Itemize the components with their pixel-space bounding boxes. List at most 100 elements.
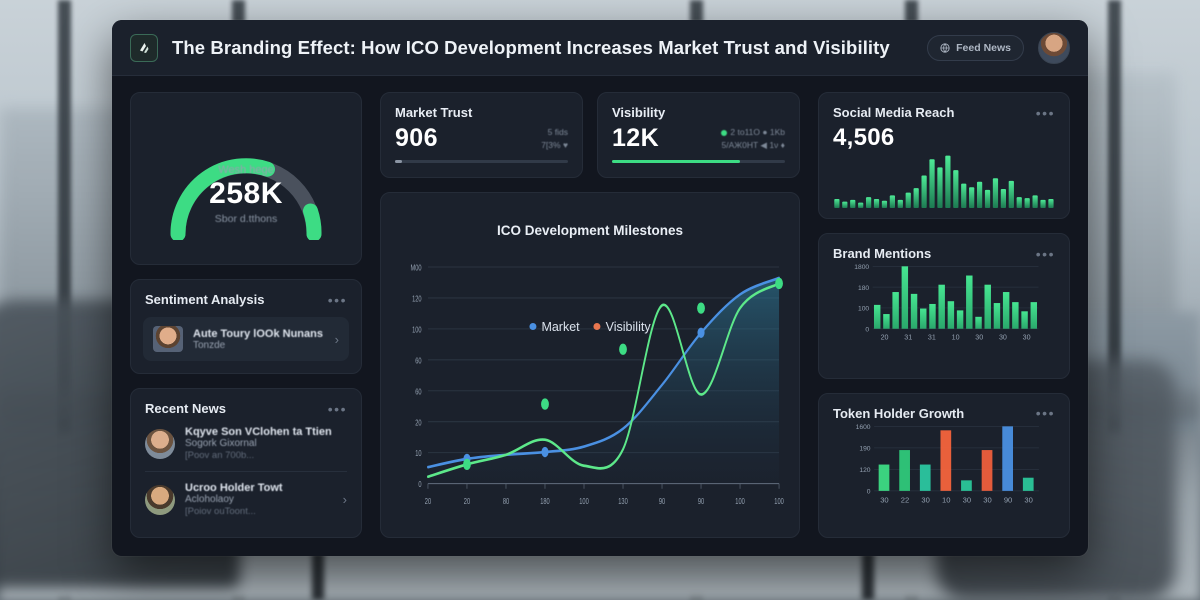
kpi-card-market-trust: Market Trust 906 5 fids 7[3% ♥ [380, 92, 583, 178]
svg-text:60: 60 [415, 387, 421, 396]
svg-text:0: 0 [865, 326, 869, 333]
news-title: Recent News [145, 401, 226, 416]
feed-news-label: Feed News [956, 41, 1011, 54]
list-item-subtitle: Tonzde [193, 339, 226, 351]
svg-text:90: 90 [1004, 495, 1012, 504]
list-item-title: Ucroo Holder Towt [185, 482, 283, 494]
brand-logo-icon [130, 33, 158, 62]
svg-text:0: 0 [867, 488, 871, 495]
svg-text:120: 120 [412, 295, 422, 304]
news-menu-icon[interactable]: ••• [327, 400, 347, 417]
social-sparkline[interactable] [833, 152, 1055, 208]
legend-item-market[interactable]: Market [529, 320, 580, 334]
chevron-right-icon[interactable]: › [334, 331, 339, 347]
kpi-meta-top: 5 fids [547, 127, 568, 138]
page-title: The Branding Effect: How ICO Development… [172, 36, 890, 58]
gauge-label: Wesh hege [218, 163, 274, 176]
avatar [153, 326, 183, 352]
token-holder-growth-card: Token Holder Growth ••• 1600 190 120 0 30 22 3… [818, 392, 1070, 538]
recent-news-card: Recent News ••• Kqyve Son VClohen ta Tti… [130, 388, 362, 538]
center-column: Market Trust 906 5 fids 7[3% ♥ Visibilit… [380, 92, 800, 538]
svg-text:20: 20 [415, 418, 421, 427]
list-item[interactable]: Ucroo Holder Towt Acloholaoy [Poiov ouTo… [143, 472, 349, 527]
legend-item-visibility[interactable]: Visibility [593, 320, 651, 334]
svg-text:10: 10 [415, 449, 421, 458]
chevron-right-icon[interactable]: › [342, 492, 347, 507]
sentiment-title: Sentiment Analysis [145, 292, 265, 307]
svg-text:M00: M00 [411, 264, 422, 273]
social-value: 4,506 [833, 124, 895, 151]
svg-text:0: 0 [418, 480, 421, 489]
divider [145, 471, 347, 472]
mentions-menu-icon[interactable]: ••• [1035, 245, 1055, 262]
svg-text:10: 10 [952, 333, 960, 341]
kpi-title: Market Trust [395, 105, 473, 120]
svg-text:100: 100 [858, 306, 869, 313]
kpi-progress-fill [395, 160, 402, 163]
svg-text:100: 100 [735, 497, 745, 506]
svg-text:100: 100 [412, 325, 422, 334]
token-holder-chart[interactable]: 1600 190 120 0 30 22 30 10 30 30 90 30 [833, 421, 1055, 507]
kpi-progress-fill [612, 160, 741, 163]
svg-text:60: 60 [415, 356, 421, 365]
holders-menu-icon[interactable]: ••• [1035, 405, 1055, 421]
list-item-subtitle: Acloholaoy [185, 494, 234, 505]
list-item[interactable]: Aute Toury lOOk Nunans Tonzde › [143, 317, 349, 361]
social-media-reach-card: Social Media Reach ••• 4,506 [818, 92, 1070, 219]
list-item-subtitle: Sogork Gixornal [185, 438, 257, 449]
brand-mentions-chart[interactable]: 1800 180 100 0 20 31 31 10 30 30 30 [833, 261, 1055, 343]
svg-text:22: 22 [901, 495, 909, 504]
svg-text:31: 31 [904, 333, 912, 341]
svg-text:90: 90 [659, 497, 665, 506]
avatar [145, 428, 175, 459]
svg-text:1800: 1800 [854, 264, 869, 271]
svg-text:30: 30 [1023, 333, 1031, 341]
svg-text:31: 31 [928, 333, 936, 341]
svg-text:20: 20 [881, 333, 889, 341]
app-header: The Branding Effect: How ICO Development… [112, 20, 1088, 76]
kpi-value: 906 [395, 124, 438, 152]
svg-text:120: 120 [859, 467, 870, 474]
brand-mentions-card: Brand Mentions ••• 1800 180 100 0 20 31 31 10 30… [818, 233, 1070, 379]
chart-title: ICO Development Milestones [496, 223, 684, 238]
dashboard-screen: The Branding Effect: How ICO Development… [112, 20, 1088, 556]
svg-text:1600: 1600 [856, 424, 871, 431]
list-item-title: Kqyve Son VClohen ta Ttien [185, 426, 332, 438]
svg-text:180: 180 [858, 285, 869, 292]
chart-legend: Market Visibility [529, 320, 651, 334]
main-chart-card: ICO Development Milestones Market Visibi… [380, 192, 800, 538]
svg-text:20: 20 [425, 497, 431, 506]
svg-text:20: 20 [464, 497, 470, 506]
svg-text:100: 100 [774, 497, 784, 506]
dashboard-body: Wesh hege 258K Sbor d.tthons Sentiment A… [112, 76, 1088, 556]
gauge-value: 258K [209, 176, 283, 210]
list-item[interactable]: Kqyve Son VClohen ta Ttien Sogork Gixorn… [143, 416, 349, 471]
social-menu-icon[interactable]: ••• [1035, 104, 1055, 121]
user-avatar[interactable] [1038, 31, 1070, 64]
svg-text:30: 30 [921, 495, 929, 504]
gauge-card: Wesh hege 258K Sbor d.tthons [130, 92, 362, 265]
kpi-progress-track [395, 160, 568, 163]
svg-text:30: 30 [999, 333, 1007, 341]
list-item-meta: [Poov an 700b... [185, 450, 255, 461]
globe-icon [940, 42, 950, 53]
svg-text:130: 130 [618, 497, 628, 506]
holders-title: Token Holder Growth [833, 405, 965, 421]
svg-text:80: 80 [503, 497, 509, 506]
gauge-sublabel: Sbor d.tthons [214, 212, 278, 225]
list-item-title: Aute Toury lOOk Nunans [193, 327, 323, 340]
kpi-title: Visibility [612, 105, 666, 120]
svg-text:30: 30 [983, 495, 991, 504]
sentiment-analysis-card: Sentiment Analysis ••• Aute Toury lOOk N… [130, 279, 362, 374]
kpi-row: Market Trust 906 5 fids 7[3% ♥ Visibilit… [380, 92, 800, 178]
list-item-meta: [Poiov ouToont... [185, 506, 256, 517]
svg-text:30: 30 [880, 495, 888, 504]
svg-text:100: 100 [579, 497, 589, 506]
feed-news-button[interactable]: Feed News [927, 34, 1024, 61]
kpi-card-visibility: Visibility 12K 2 to11O ● 1Kb 5/ΑЖ0HT ◀ 1… [597, 92, 800, 178]
kpi-meta-bottom: 7[3% ♥ [541, 139, 568, 150]
svg-text:30: 30 [1024, 495, 1032, 504]
sentiment-menu-icon[interactable]: ••• [327, 291, 347, 308]
mentions-title: Brand Mentions [833, 246, 932, 261]
